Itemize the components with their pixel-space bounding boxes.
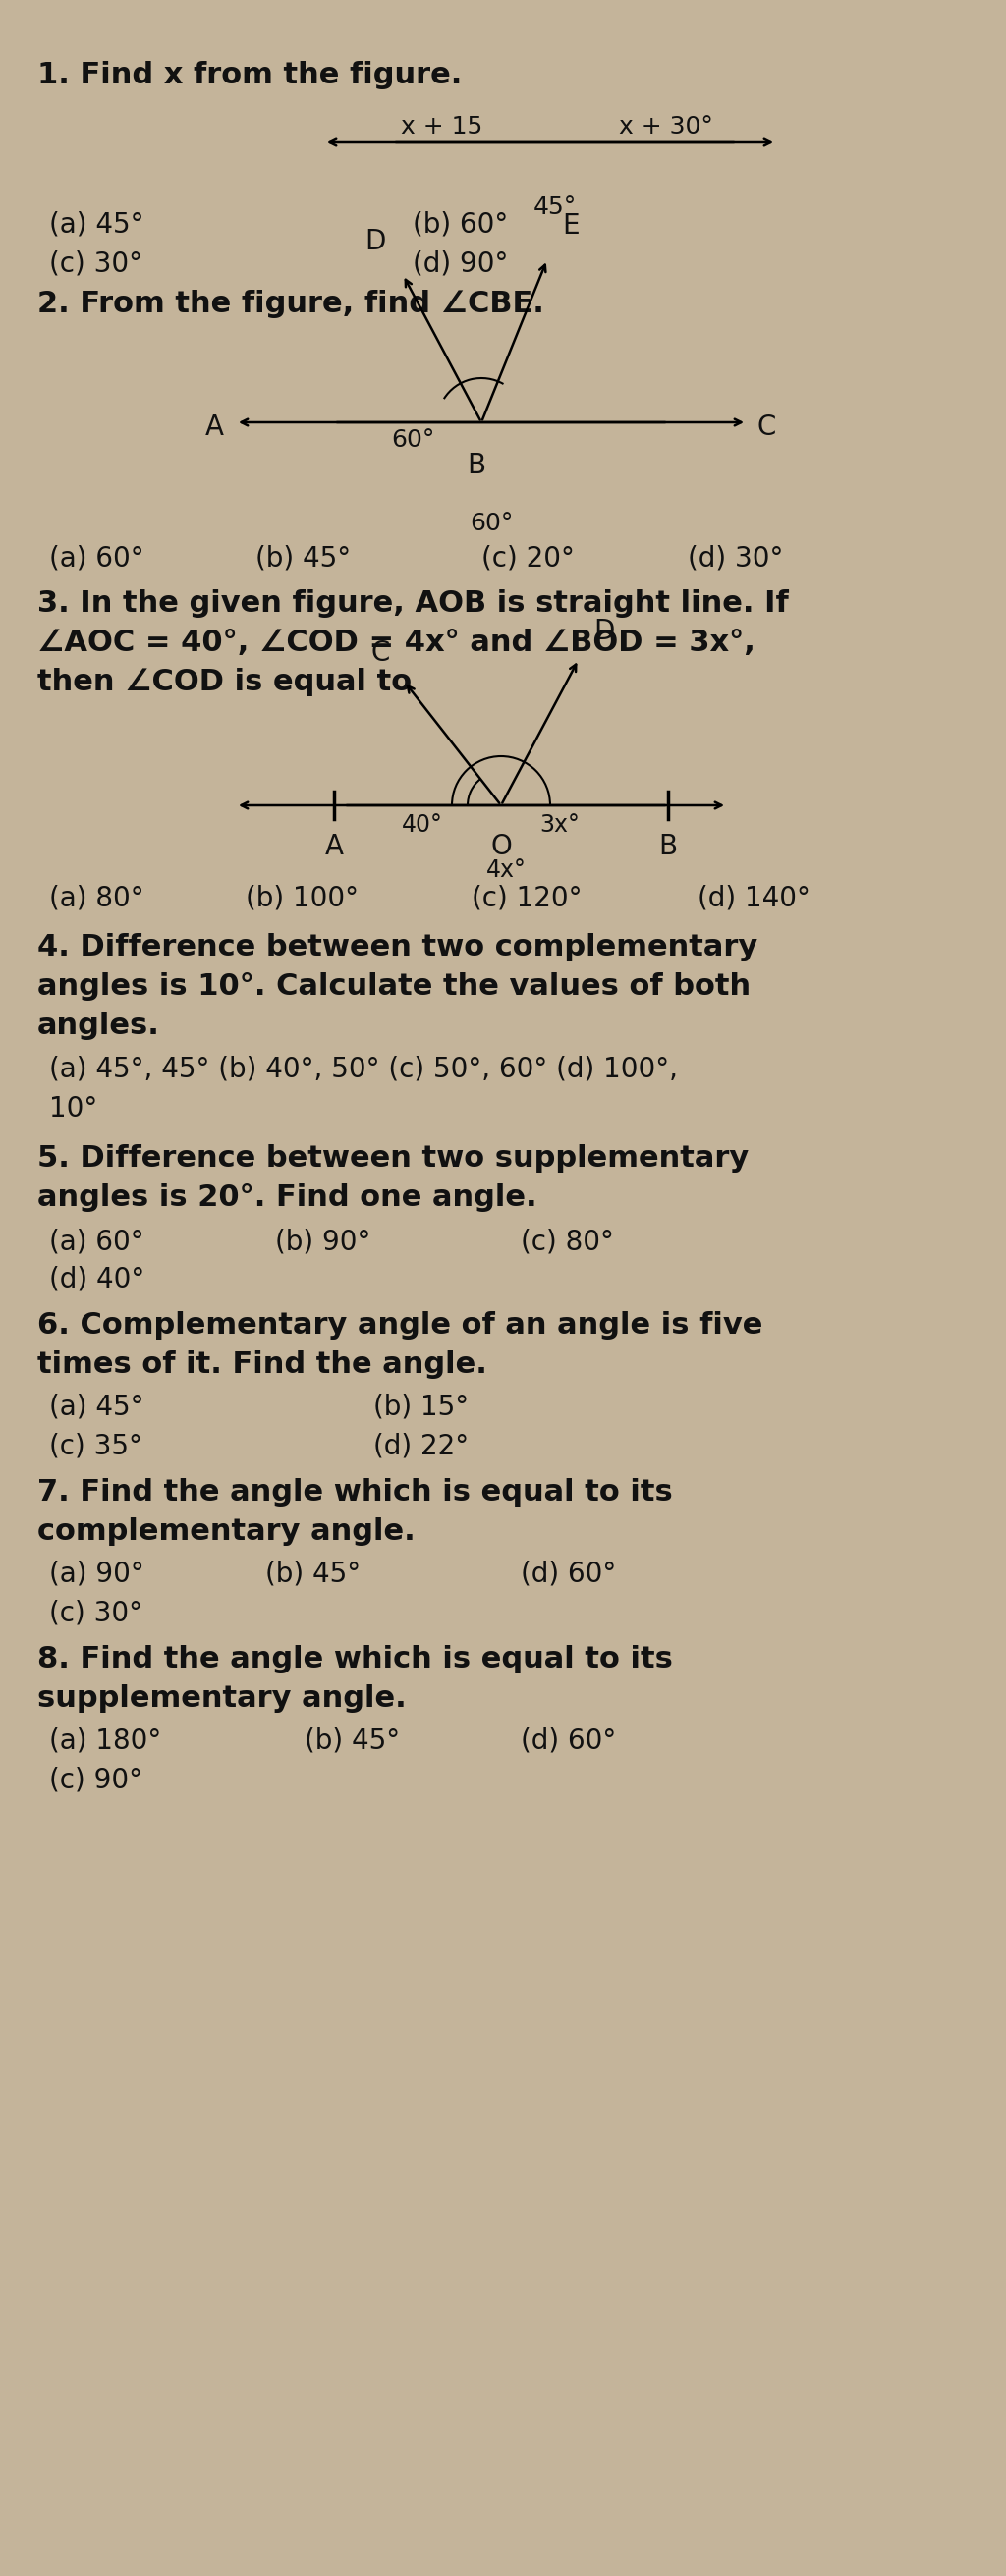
Text: 8. Find the angle which is equal to its: 8. Find the angle which is equal to its xyxy=(37,1646,673,1674)
Text: (d) 60°: (d) 60° xyxy=(521,1726,617,1754)
Text: 5. Difference between two supplementary: 5. Difference between two supplementary xyxy=(37,1144,748,1172)
Text: (d) 40°: (d) 40° xyxy=(49,1265,145,1293)
Text: (a) 45°: (a) 45° xyxy=(49,211,144,240)
Text: 4. Difference between two complementary: 4. Difference between two complementary xyxy=(37,933,758,961)
Text: B: B xyxy=(467,451,486,479)
Text: supplementary angle.: supplementary angle. xyxy=(37,1685,406,1713)
Text: (c) 30°: (c) 30° xyxy=(49,250,143,278)
Text: 7. Find the angle which is equal to its: 7. Find the angle which is equal to its xyxy=(37,1479,673,1507)
Text: times of it. Find the angle.: times of it. Find the angle. xyxy=(37,1350,487,1378)
Text: A: A xyxy=(205,415,224,440)
Text: x + 30°: x + 30° xyxy=(619,116,713,139)
Text: angles is 20°. Find one angle.: angles is 20°. Find one angle. xyxy=(37,1182,537,1211)
Text: 60°: 60° xyxy=(470,513,513,536)
Text: (b) 45°: (b) 45° xyxy=(266,1558,361,1587)
Text: (a) 90°: (a) 90° xyxy=(49,1558,144,1587)
Text: C: C xyxy=(370,639,389,667)
Text: O: O xyxy=(490,832,512,860)
Text: 40°: 40° xyxy=(401,814,443,837)
Text: (b) 45°: (b) 45° xyxy=(305,1726,400,1754)
Text: B: B xyxy=(659,832,677,860)
Text: (d) 30°: (d) 30° xyxy=(688,546,784,572)
Text: (b) 60°: (b) 60° xyxy=(412,211,508,240)
Text: C: C xyxy=(757,415,776,440)
Text: 1. Find x from the figure.: 1. Find x from the figure. xyxy=(37,62,462,90)
Text: D: D xyxy=(594,618,615,644)
Text: (a) 180°: (a) 180° xyxy=(49,1726,161,1754)
Text: angles.: angles. xyxy=(37,1012,160,1041)
Text: 10°: 10° xyxy=(49,1095,98,1123)
Text: (d) 90°: (d) 90° xyxy=(412,250,508,278)
Text: (c) 35°: (c) 35° xyxy=(49,1432,142,1461)
Text: ∠AOC = 40°, ∠COD = 4x° and ∠BOD = 3x°,: ∠AOC = 40°, ∠COD = 4x° and ∠BOD = 3x°, xyxy=(37,629,756,657)
Text: x + 15: x + 15 xyxy=(401,116,483,139)
Text: (a) 80°: (a) 80° xyxy=(49,884,144,912)
Text: (a) 45°, 45° (b) 40°, 50° (c) 50°, 60° (d) 100°,: (a) 45°, 45° (b) 40°, 50° (c) 50°, 60° (… xyxy=(49,1056,678,1084)
Text: (c) 90°: (c) 90° xyxy=(49,1765,143,1793)
Text: 3. In the given figure, AOB is straight line. If: 3. In the given figure, AOB is straight … xyxy=(37,590,789,618)
Text: (a) 45°: (a) 45° xyxy=(49,1394,144,1419)
Text: (b) 90°: (b) 90° xyxy=(275,1229,371,1255)
Text: (c) 30°: (c) 30° xyxy=(49,1600,143,1625)
Text: A: A xyxy=(325,832,343,860)
Text: complementary angle.: complementary angle. xyxy=(37,1517,415,1546)
Text: (c) 20°: (c) 20° xyxy=(482,546,574,572)
Text: (a) 60°: (a) 60° xyxy=(49,1229,144,1255)
Text: 2. From the figure, find ∠CBE.: 2. From the figure, find ∠CBE. xyxy=(37,289,544,319)
Text: (b) 15°: (b) 15° xyxy=(373,1394,469,1419)
Text: (d) 22°: (d) 22° xyxy=(373,1432,469,1461)
Text: 60°: 60° xyxy=(390,428,435,451)
Text: angles is 10°. Calculate the values of both: angles is 10°. Calculate the values of b… xyxy=(37,971,750,999)
Text: (d) 140°: (d) 140° xyxy=(697,884,811,912)
Text: 3x°: 3x° xyxy=(540,814,580,837)
Text: 6. Complementary angle of an angle is five: 6. Complementary angle of an angle is fi… xyxy=(37,1311,763,1340)
Text: (b) 100°: (b) 100° xyxy=(245,884,358,912)
Text: (b) 45°: (b) 45° xyxy=(256,546,351,572)
Text: (a) 60°: (a) 60° xyxy=(49,546,144,572)
Text: (c) 120°: (c) 120° xyxy=(472,884,582,912)
Text: D: D xyxy=(364,227,385,255)
Text: E: E xyxy=(561,214,579,240)
Text: (d) 60°: (d) 60° xyxy=(521,1558,617,1587)
Text: then ∠COD is equal to: then ∠COD is equal to xyxy=(37,667,411,696)
Text: 45°: 45° xyxy=(533,196,576,219)
Text: 4x°: 4x° xyxy=(486,858,526,881)
Text: (c) 80°: (c) 80° xyxy=(521,1229,614,1255)
